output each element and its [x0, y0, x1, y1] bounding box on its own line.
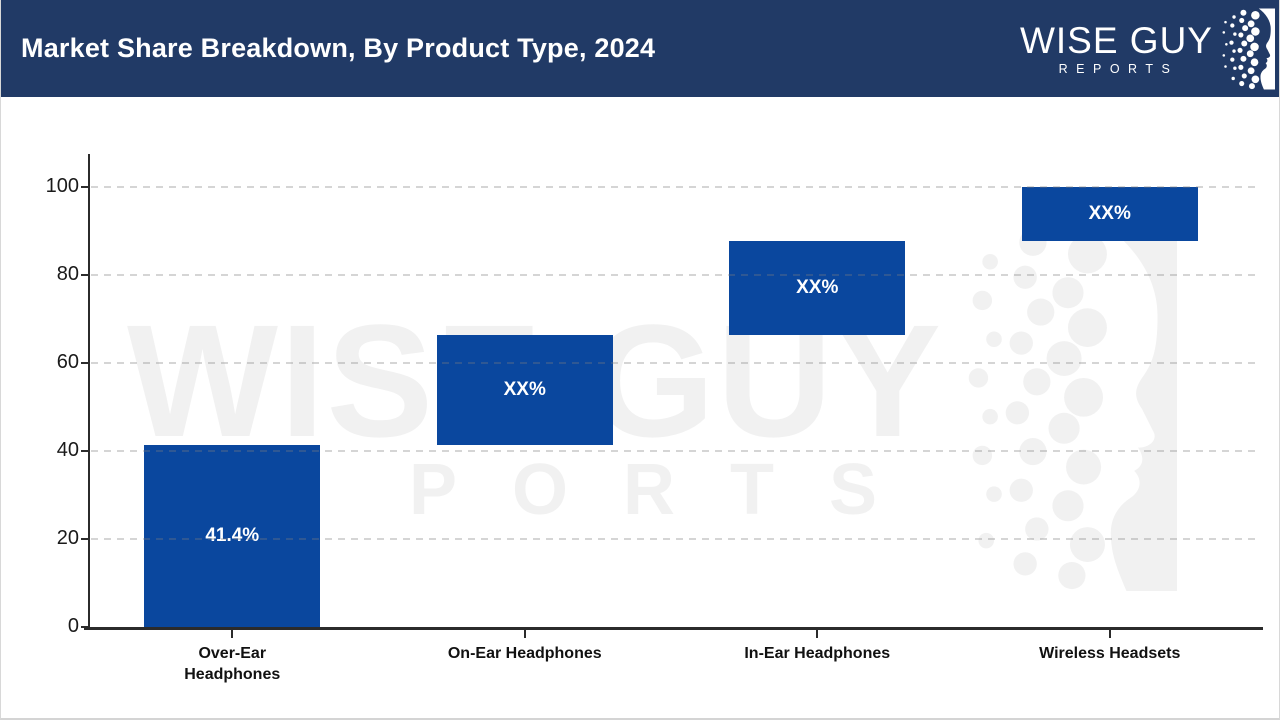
x-axis-category-label: In-Ear Headphones: [702, 643, 932, 664]
wiseguy-logo: WISE GUY REPORTS: [1020, 6, 1275, 92]
bar-wireless-headsets: XX%: [1021, 187, 1198, 242]
y-axis-line: [88, 154, 90, 629]
waterfall-chart: WISE GUY PORTS 0 20 40 60 80 100 41.4% Over-Ear…: [1, 97, 1279, 718]
y-axis-tick-label: 20: [56, 527, 79, 549]
gridline-80: [91, 274, 1261, 276]
category-label-line: Wireless Headsets: [1039, 645, 1181, 662]
x-axis-tick-mark: [816, 630, 819, 638]
x-axis-line: [84, 627, 1263, 630]
bar-value-label: 41.4%: [205, 524, 260, 546]
logo-text: WISE GUY REPORTS: [1020, 22, 1213, 76]
y-axis-tick-mark: [81, 450, 89, 452]
y-axis-tick-mark: [81, 362, 89, 364]
page-title: Market Share Breakdown, By Product Type,…: [21, 33, 656, 63]
y-axis-tick-label: 0: [67, 615, 79, 637]
bar-value-label: XX%: [796, 276, 839, 298]
x-axis-category-label: Wireless Headsets: [995, 643, 1225, 664]
x-axis-category-label: Over-Ear Headphones: [117, 643, 347, 685]
category-label-line: In-Ear Headphones: [744, 645, 891, 662]
logo-reports-text: REPORTS: [1058, 62, 1179, 76]
gridline-20: [91, 538, 1261, 540]
bar-value-label: XX%: [1088, 203, 1131, 225]
x-axis-category-label: On-Ear Headphones: [410, 643, 640, 664]
watermark-face-icon: [968, 223, 1177, 591]
x-axis-tick-mark: [1108, 630, 1111, 638]
watermark-ports-text: PORTS: [409, 450, 933, 530]
y-axis-tick-mark: [81, 186, 89, 188]
y-axis-tick-label: 100: [45, 175, 79, 197]
header-banner: Market Share Breakdown, By Product Type,…: [1, 0, 1279, 97]
gridline-40: [91, 450, 1261, 452]
category-label-line: Headphones: [184, 666, 281, 684]
bar-in-ear-headphones: XX%: [729, 241, 906, 335]
y-axis-tick-mark: [81, 274, 89, 276]
logo-wiseguy-text: WISE GUY: [1019, 20, 1213, 61]
bar-on-ear-headphones: XX%: [436, 334, 613, 445]
wiseguy-face-icon: [1222, 8, 1275, 90]
x-axis-tick-mark: [523, 630, 526, 638]
gridline-100: [91, 186, 1261, 188]
y-axis-tick-label: 40: [56, 439, 79, 461]
y-axis-tick-label: 60: [56, 351, 79, 373]
x-axis-tick-mark: [231, 630, 234, 638]
category-label-line: On-Ear Headphones: [447, 645, 602, 662]
gridline-60: [91, 362, 1261, 364]
bar-over-ear-headphones: 41.4%: [144, 444, 321, 627]
y-axis-tick-mark: [81, 538, 89, 540]
category-label-line: Over-Ear: [198, 645, 267, 662]
watermark-face-dots: [968, 228, 1107, 590]
bar-value-label: XX%: [503, 378, 546, 400]
logo-face-dots: [1222, 9, 1260, 90]
y-axis-tick-label: 80: [56, 263, 79, 285]
